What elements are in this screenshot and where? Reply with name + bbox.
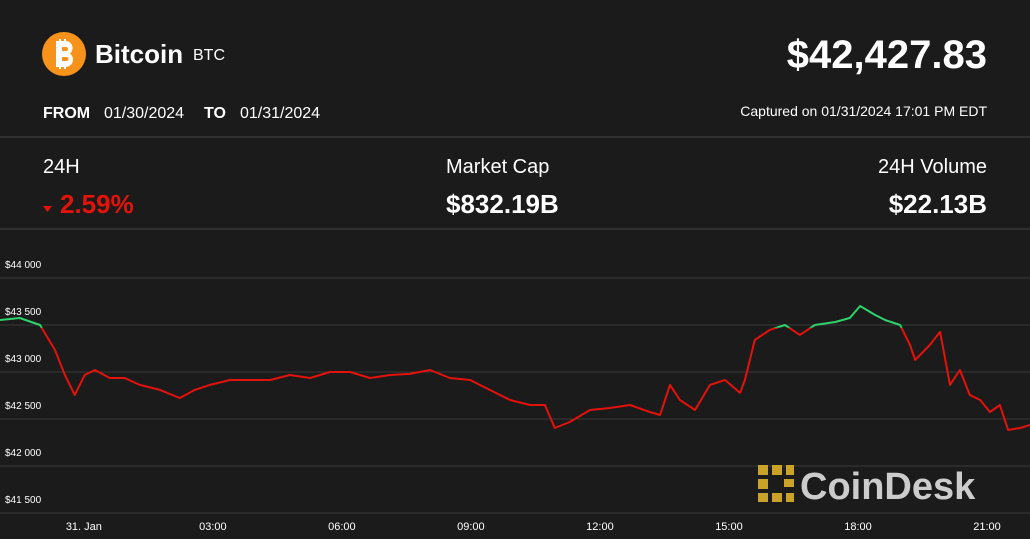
stat-label: Market Cap	[446, 156, 549, 178]
from-date: 01/30/2024	[104, 105, 184, 122]
coindesk-logo	[758, 465, 794, 502]
y-tick-label: $43 500	[5, 307, 42, 318]
x-tick-label: 15:00	[715, 521, 743, 533]
asset-name: Bitcoin	[95, 39, 183, 69]
down-arrow	[43, 206, 52, 212]
stat-value: 2.59%	[60, 189, 134, 219]
bitcoin-logo	[42, 32, 86, 76]
x-tick-label: 06:00	[328, 521, 356, 533]
stat-label: 24H Volume	[878, 156, 987, 178]
x-tick-label: 09:00	[457, 521, 485, 533]
watermark: CoinDesk	[800, 466, 976, 508]
stat-label: 24H	[43, 156, 80, 178]
stat-value: $832.19B	[446, 189, 559, 219]
x-tick-label: 21:00	[973, 521, 1001, 533]
x-tick-label: 12:00	[586, 521, 614, 533]
y-tick-label: $44 000	[5, 260, 42, 271]
y-tick-label: $42 000	[5, 448, 42, 459]
y-tick-label: $43 000	[5, 354, 42, 365]
y-tick-label: $42 500	[5, 401, 42, 412]
x-tick-label: 03:00	[199, 521, 227, 533]
stat-value: $22.13B	[889, 189, 987, 219]
price: $42,427.83	[787, 33, 987, 77]
captured: Captured on 01/31/2024 17:01 PM EDT	[740, 103, 987, 119]
to-label: TO	[204, 105, 226, 122]
asset-symbol: BTC	[193, 47, 225, 64]
x-tick-label: 18:00	[844, 521, 872, 533]
y-tick-label: $41 500	[5, 495, 42, 506]
x-tick-label: 31. Jan	[66, 521, 102, 533]
from-label: FROM	[43, 105, 90, 122]
price-line	[40, 327, 1030, 431]
to-date: 01/31/2024	[240, 105, 320, 122]
